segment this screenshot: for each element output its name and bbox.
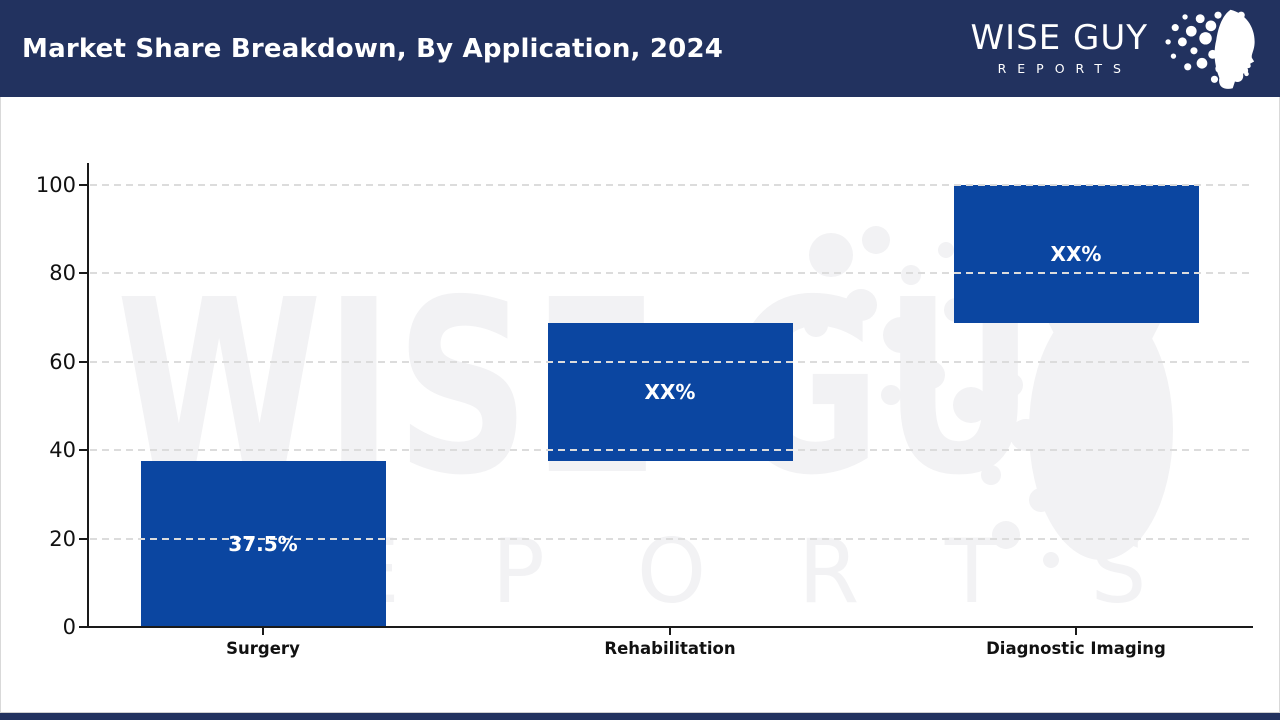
y-tick-60 bbox=[79, 360, 88, 363]
y-tick-0 bbox=[79, 626, 88, 628]
y-tick-label-20: 20 bbox=[49, 526, 76, 551]
y-tick-label-100: 100 bbox=[35, 173, 76, 197]
gridline-80 bbox=[90, 272, 1253, 275]
y-tick-label-80: 80 bbox=[49, 261, 76, 286]
y-axis bbox=[87, 163, 89, 628]
x-tick-rehabilitation bbox=[669, 627, 671, 635]
gridline-20 bbox=[90, 537, 1253, 540]
y-tick-20 bbox=[79, 537, 88, 540]
wiseguy-logo: WISE GUY REPORTS bbox=[970, 8, 1262, 90]
y-tick-label-0: 0 bbox=[62, 615, 76, 639]
bar-label-surgery: 37.5% bbox=[228, 532, 298, 557]
y-tick-100 bbox=[79, 184, 88, 186]
y-tick-label-40: 40 bbox=[49, 438, 76, 463]
bar-diagnostic-imaging bbox=[953, 185, 1199, 324]
watermark-face-dots-icon bbox=[804, 226, 1173, 568]
x-tick-label-rehabilitation: Rehabilitation bbox=[604, 639, 736, 658]
footer-bar bbox=[0, 713, 1280, 720]
logo-wiseguy-text: WISE GUY bbox=[970, 18, 1148, 58]
logo-wordmark: WISE GUY REPORTS bbox=[970, 21, 1148, 76]
bar-label-rehabilitation: XX% bbox=[644, 380, 696, 405]
bar-rehabilitation bbox=[547, 323, 793, 462]
page-title: Market Share Breakdown, By Application, … bbox=[22, 33, 724, 64]
y-tick-label-60: 60 bbox=[49, 349, 76, 374]
x-tick-label-diagnostic-imaging: Diagnostic Imaging bbox=[986, 639, 1166, 658]
x-tick-surgery bbox=[262, 627, 264, 635]
bar-label-diagnostic-imaging: XX% bbox=[1050, 242, 1102, 267]
y-tick-80 bbox=[79, 272, 88, 275]
x-axis bbox=[87, 626, 1253, 628]
header-bar: Market Share Breakdown, By Application, … bbox=[0, 0, 1280, 97]
logo-reports-text: REPORTS bbox=[997, 61, 1132, 76]
gridline-60 bbox=[90, 360, 1253, 363]
face-profile-dots-icon bbox=[1165, 9, 1255, 89]
gridline-40 bbox=[90, 449, 1253, 452]
gridline-100 bbox=[90, 184, 1253, 186]
x-tick-diagnostic-imaging bbox=[1075, 627, 1077, 635]
bar-surgery bbox=[140, 461, 386, 627]
x-tick-label-surgery: Surgery bbox=[226, 639, 300, 658]
y-tick-40 bbox=[79, 449, 88, 452]
